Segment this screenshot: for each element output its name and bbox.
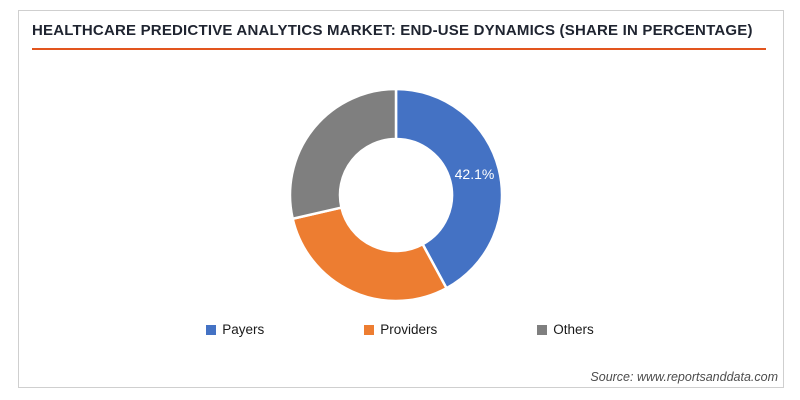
legend-swatch-payers xyxy=(206,324,217,335)
slice-data-label-payers: 42.1% xyxy=(455,166,495,182)
legend-label-payers: Payers xyxy=(222,322,265,337)
donut-slice-providers xyxy=(291,206,449,303)
legend-swatch-others xyxy=(537,324,548,335)
chart-legend: Payers Providers Others xyxy=(0,322,800,337)
legend-item-providers: Providers xyxy=(364,322,437,337)
donut-slice-others xyxy=(288,87,398,221)
source-text: Source: www.reportsanddata.com xyxy=(590,370,778,384)
chart-title: HEALTHCARE PREDICTIVE ANALYTICS MARKET: … xyxy=(32,22,753,39)
legend-item-others: Others xyxy=(537,322,594,337)
donut-slice-payers xyxy=(394,87,504,290)
legend-item-payers: Payers xyxy=(206,322,264,337)
legend-swatch-providers xyxy=(364,324,375,335)
donut-chart: 42.1% xyxy=(285,84,507,306)
chart-frame xyxy=(18,10,784,388)
donut-svg: 42.1% xyxy=(288,87,504,303)
title-underline xyxy=(32,48,766,50)
legend-label-others: Others xyxy=(553,322,594,337)
legend-label-providers: Providers xyxy=(380,322,438,337)
